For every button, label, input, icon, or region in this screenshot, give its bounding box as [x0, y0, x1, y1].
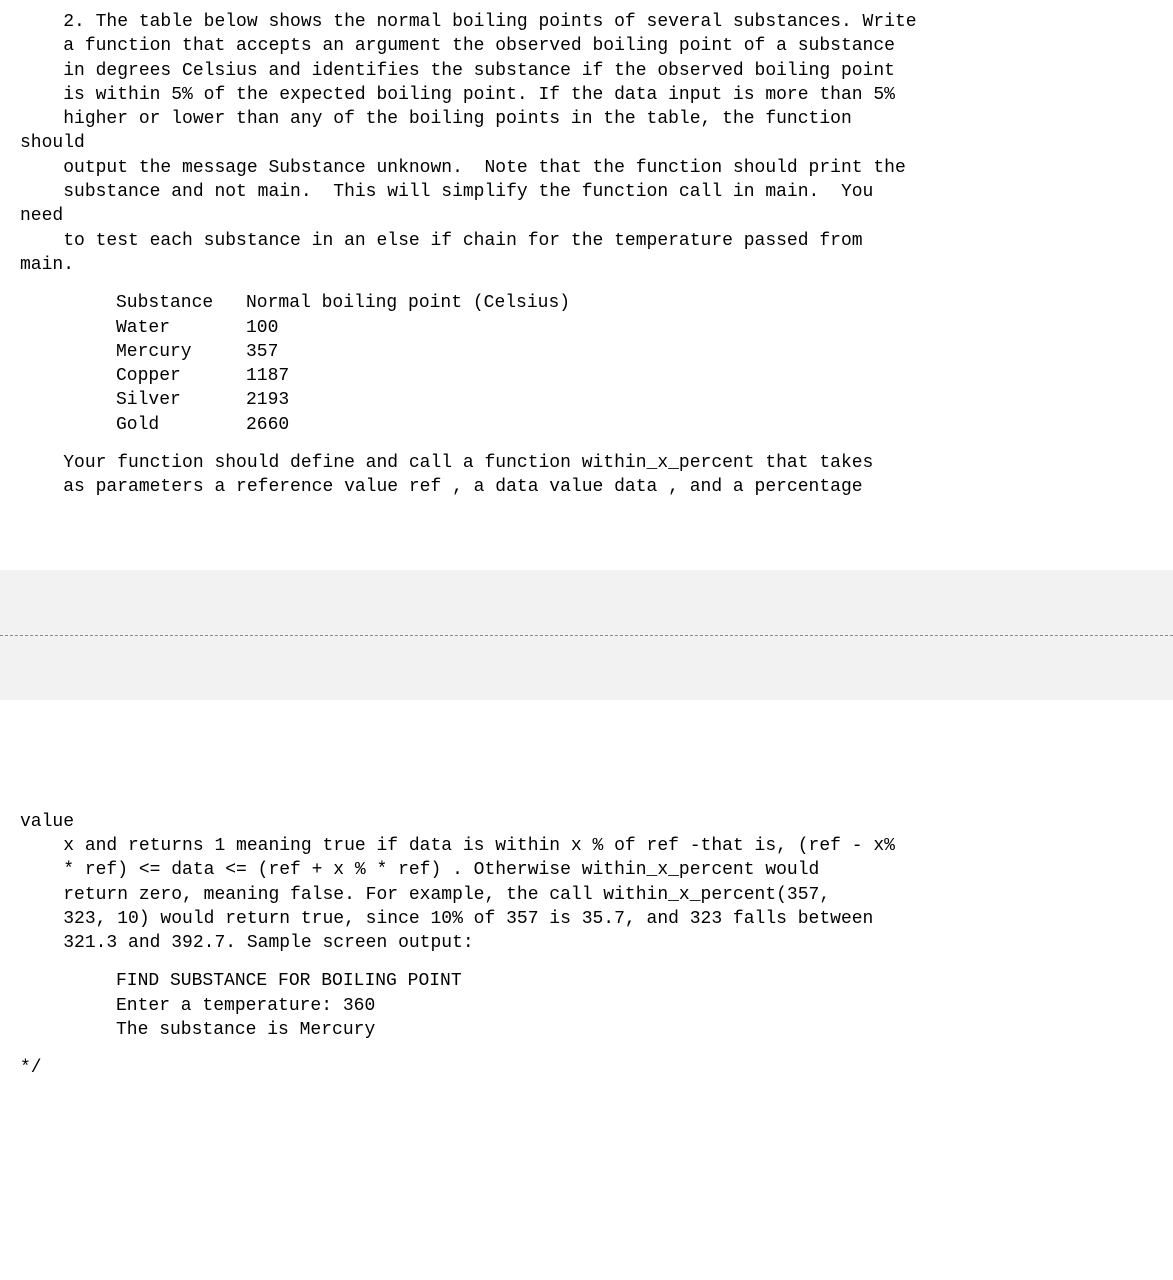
table-row: Mercury 357 — [116, 340, 1153, 364]
table-cell-substance: Water — [116, 316, 246, 340]
problem-line-7: output the message Substance unknown. No… — [20, 156, 1153, 180]
value-line-0: value — [20, 810, 1153, 834]
table-cell-bp: 357 — [246, 340, 1153, 364]
spacer — [20, 955, 1153, 969]
sample-output-line-2: Enter a temperature: 360 — [116, 994, 1153, 1018]
problem-line-6: should — [20, 131, 1153, 155]
problem-statement-top: 2. The table below shows the normal boil… — [0, 0, 1173, 510]
mid-line-2: as parameters a reference value ref , a … — [20, 475, 1153, 499]
value-line-2: * ref) <= data <= (ref + x % * ref) . Ot… — [20, 858, 1153, 882]
sample-output-line-3: The substance is Mercury — [116, 1018, 1153, 1042]
value-line-1: x and returns 1 meaning true if data is … — [20, 834, 1153, 858]
table-row: Silver 2193 — [116, 388, 1153, 412]
table-cell-substance: Copper — [116, 364, 246, 388]
problem-line-8: substance and not main. This will simpli… — [20, 180, 1153, 204]
problem-line-5: higher or lower than any of the boiling … — [20, 107, 1153, 131]
table-header-row: Substance Normal boiling point (Celsius) — [116, 291, 1153, 315]
problem-line-11: main. — [20, 253, 1153, 277]
table-header-bp: Normal boiling point (Celsius) — [246, 291, 1153, 315]
table-cell-substance: Silver — [116, 388, 246, 412]
sample-output-line-1: FIND SUBSTANCE FOR BOILING POINT — [116, 969, 1153, 993]
dashed-line-icon — [0, 635, 1173, 636]
sample-output-block: FIND SUBSTANCE FOR BOILING POINT Enter a… — [20, 969, 1153, 1042]
value-line-5: 321.3 and 392.7. Sample screen output: — [20, 931, 1153, 955]
problem-line-3: in degrees Celsius and identifies the su… — [20, 59, 1153, 83]
table-cell-bp: 2660 — [246, 413, 1153, 437]
table-cell-bp: 1187 — [246, 364, 1153, 388]
table-cell-substance: Mercury — [116, 340, 246, 364]
mid-line-1: Your function should define and call a f… — [20, 451, 1153, 475]
table-header-substance: Substance — [116, 291, 246, 315]
value-line-3: return zero, meaning false. For example,… — [20, 883, 1153, 907]
table-cell-bp: 2193 — [246, 388, 1153, 412]
spacer — [20, 1042, 1153, 1056]
problem-line-4: is within 5% of the expected boiling poi… — [20, 83, 1153, 107]
problem-line-1: 2. The table below shows the normal boil… — [20, 10, 1153, 34]
problem-line-2: a function that accepts an argument the … — [20, 34, 1153, 58]
end-comment: */ — [20, 1056, 1153, 1080]
boiling-point-table: Substance Normal boiling point (Celsius)… — [20, 291, 1153, 437]
page-break-divider — [0, 570, 1173, 700]
table-row: Water 100 — [116, 316, 1153, 340]
problem-line-9: need — [20, 204, 1153, 228]
problem-statement-bottom: value x and returns 1 meaning true if da… — [0, 800, 1173, 1091]
table-row: Copper 1187 — [116, 364, 1153, 388]
table-cell-substance: Gold — [116, 413, 246, 437]
problem-line-10: to test each substance in an else if cha… — [20, 229, 1153, 253]
table-row: Gold 2660 — [116, 413, 1153, 437]
value-line-4: 323, 10) would return true, since 10% of… — [20, 907, 1153, 931]
table-cell-bp: 100 — [246, 316, 1153, 340]
